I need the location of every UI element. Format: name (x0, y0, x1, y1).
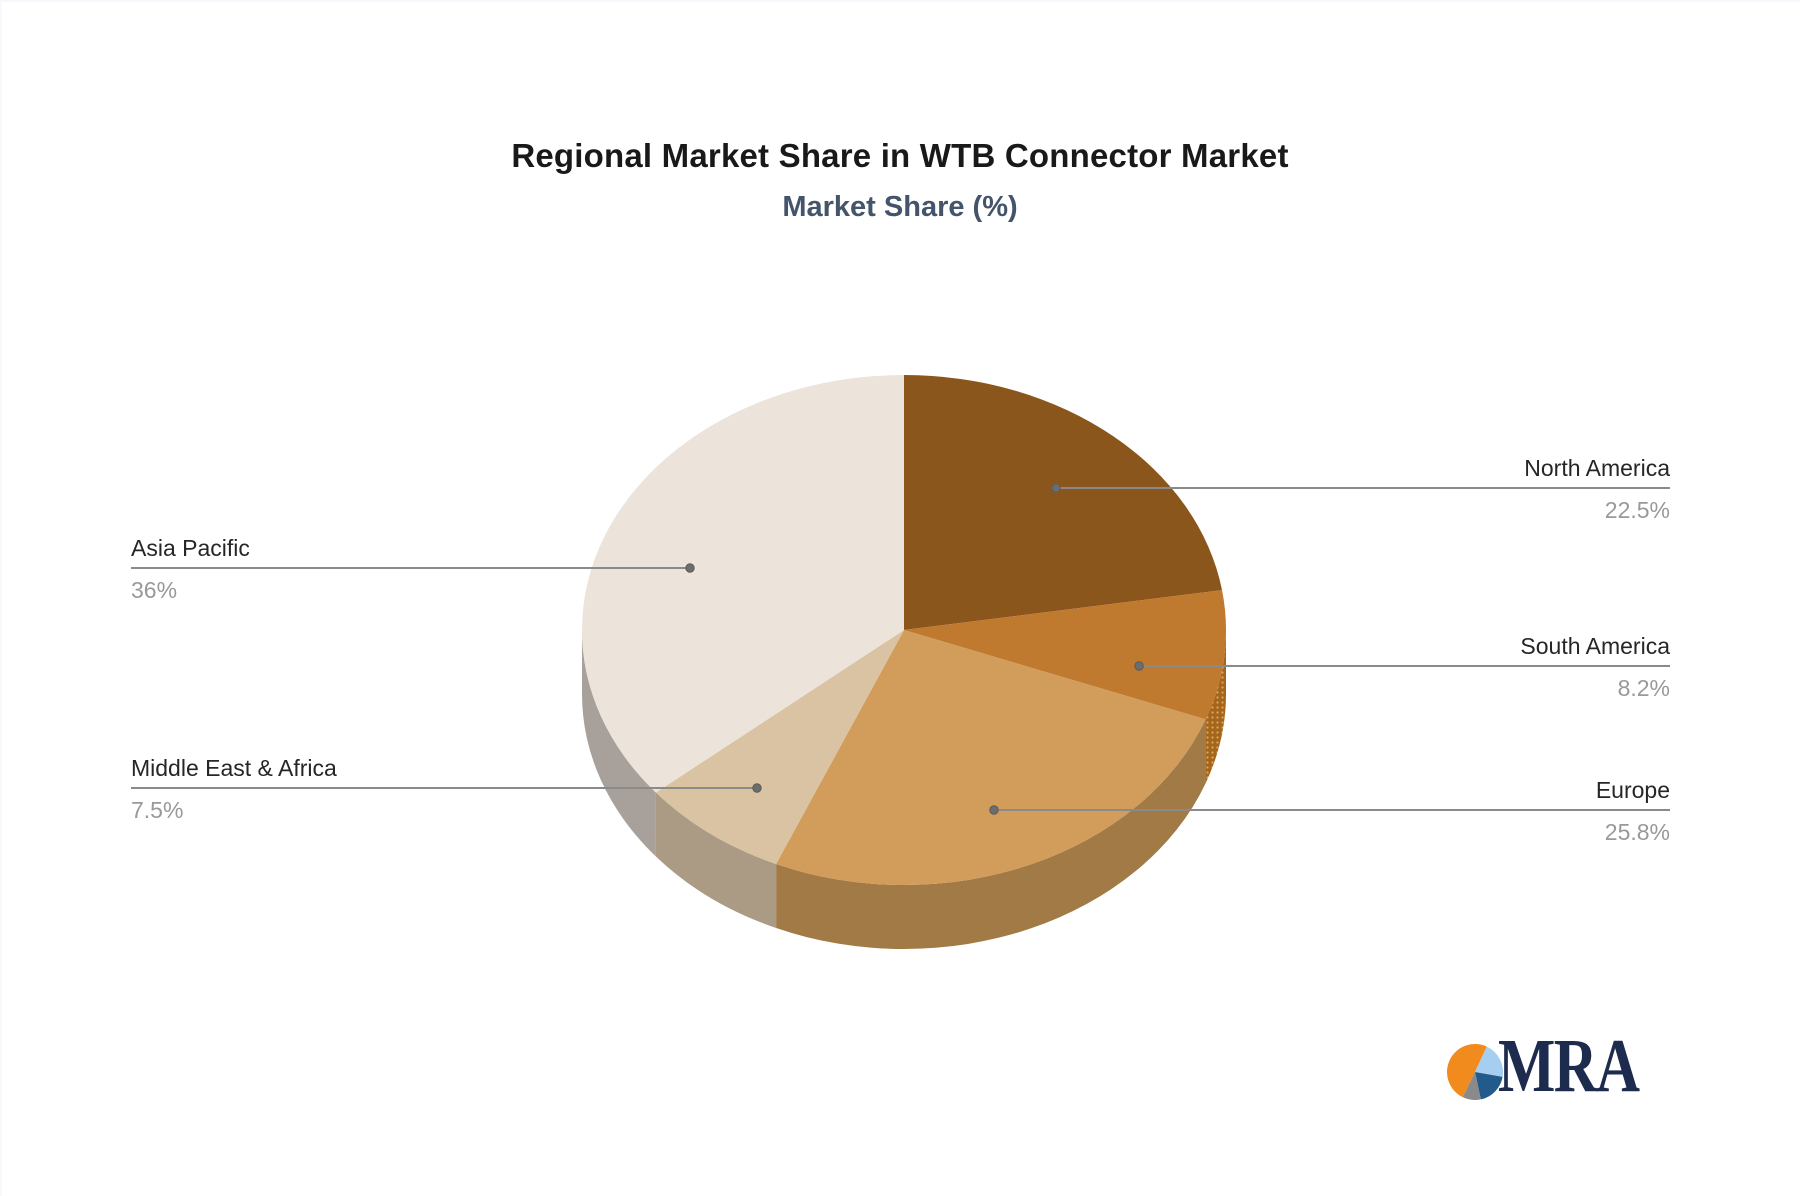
leader-dot-asia-pacific (685, 563, 695, 573)
chart-subtitle: Market Share (%) (782, 191, 1018, 223)
pie-slice-north-america (904, 375, 1223, 630)
chart-title: Regional Market Share in WTB Connector M… (511, 137, 1289, 174)
slice-value-asia-pacific: 36% (131, 577, 178, 603)
slice-value-europe: 25.8% (1604, 819, 1670, 845)
leader-dot-north-america (1051, 483, 1061, 493)
pie-slice-middle-east-africa (655, 630, 904, 865)
pie-slice-asia-pacific (582, 375, 904, 793)
leader-dot-south-america (1134, 661, 1144, 671)
slice-label-south-america: South America (1520, 633, 1670, 659)
logo-text: MRA (1498, 1024, 1640, 1108)
slice-value-north-america: 22.5% (1604, 497, 1670, 523)
slice-label-asia-pacific: Asia Pacific (131, 535, 250, 561)
slice-label-europe: Europe (1595, 777, 1670, 803)
slice-value-middle-east-africa: 7.5% (131, 797, 184, 823)
pie-mark-icon (1447, 1044, 1503, 1100)
logo-wedge-orange (1447, 1044, 1487, 1098)
logo-wedge-navy (1475, 1072, 1503, 1100)
slice-label-middle-east-africa: Middle East & Africa (131, 755, 337, 781)
logo-wedge-blue (1475, 1046, 1503, 1077)
pie-slice-south-america (904, 590, 1227, 720)
pie-slice-side-europe (776, 719, 1206, 949)
logo-wedge-gray (1462, 1072, 1481, 1100)
pie-slice-side-south-america (1205, 630, 1226, 784)
leader-dot-europe (989, 805, 999, 815)
slice-label-north-america: North America (1524, 455, 1670, 481)
pie-slice-side-asia-pacific (582, 630, 656, 857)
leader-dot-middle-east-africa (752, 783, 762, 793)
pie-slice-europe (776, 630, 1206, 885)
slice-value-south-america: 8.2% (1617, 675, 1670, 701)
pie-slice-side-middle-east-africa (655, 792, 777, 929)
